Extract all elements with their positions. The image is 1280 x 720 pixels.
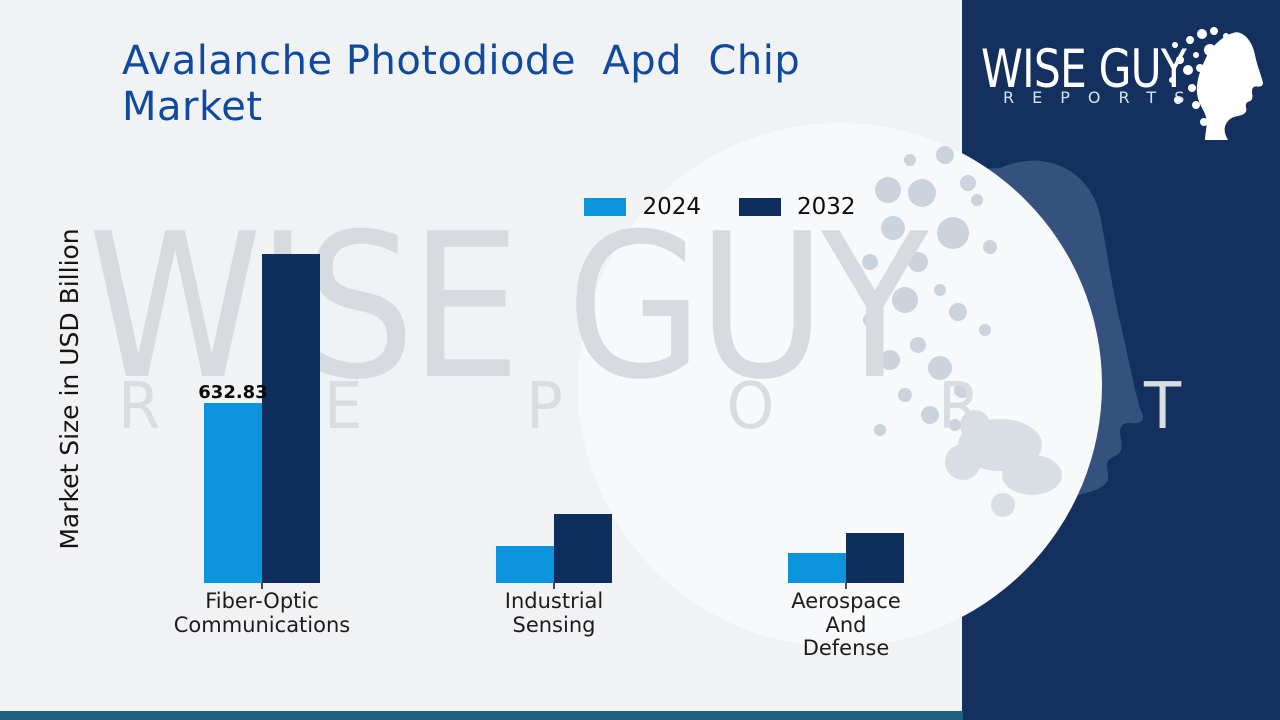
watermark-blob-pattern xyxy=(945,410,1062,517)
brand-face-icon xyxy=(1169,27,1263,140)
chart-legend: 2024 2032 xyxy=(540,194,900,220)
page-title: Avalanche Photodiode Apd Chip Market xyxy=(122,38,800,130)
watermark-reports-text: R E P O R T S xyxy=(118,370,1254,444)
legend-item-2024: 2024 xyxy=(584,194,701,220)
watermark-head-circle xyxy=(578,123,1102,647)
x-axis-tick xyxy=(261,583,263,589)
category-label-0: Fiber-Optic Communications xyxy=(173,589,351,637)
category-label-1: Industrial Sensing xyxy=(504,589,604,637)
bar-2024-cat0 xyxy=(204,403,262,583)
x-axis-tick xyxy=(553,583,555,589)
bar-2032-cat1 xyxy=(554,513,612,583)
legend-swatch-2032 xyxy=(739,198,781,216)
brand-name-text: WISE GUY xyxy=(981,39,1187,100)
watermark-dot-cluster xyxy=(862,146,997,436)
legend-swatch-2024 xyxy=(584,198,627,216)
legend-item-2032: 2032 xyxy=(739,194,856,220)
footer-accent-bar xyxy=(0,711,963,720)
bar-2024-cat2 xyxy=(788,553,846,583)
legend-label-2032: 2032 xyxy=(797,194,856,220)
legend-label-2024: 2024 xyxy=(642,194,701,220)
bar-2032-cat2 xyxy=(846,532,904,583)
category-label-2: Aerospace And Defense xyxy=(791,589,901,660)
y-axis-label: Market Size in USD Billion xyxy=(55,228,84,550)
x-axis-tick xyxy=(845,583,847,589)
title-line-1: Avalanche Photodiode Apd Chip xyxy=(122,38,801,84)
bar-2032-cat0 xyxy=(262,253,320,583)
title-line-2: Market xyxy=(122,84,263,130)
bar-2024-cat1 xyxy=(496,546,554,583)
bar-value-label: 632.83 xyxy=(198,382,268,403)
brand-sub-text: REPORTS xyxy=(1003,88,1203,107)
